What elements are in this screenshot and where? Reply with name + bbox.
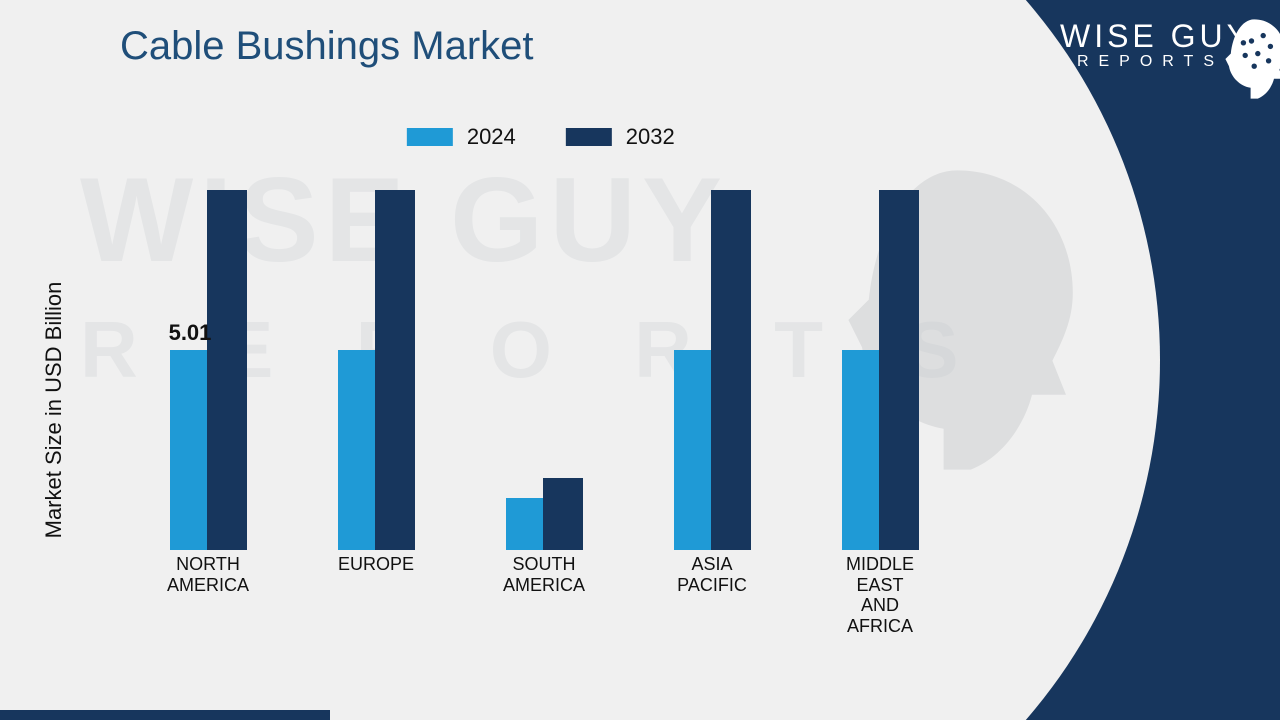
brand-line2: REPORTS (1077, 53, 1224, 70)
bar (375, 190, 415, 550)
x-axis-label: ASIA PACIFIC (642, 554, 782, 637)
y-axis-label: Market Size in USD Billion (41, 282, 67, 539)
bar (207, 190, 247, 550)
x-axis-label: NORTH AMERICA (138, 554, 278, 637)
bar-groups: 5.01 (124, 150, 964, 550)
bar-group (810, 150, 950, 550)
legend-label-2024: 2024 (467, 124, 516, 150)
x-axis-label: SOUTH AMERICA (474, 554, 614, 637)
chart-region: Market Size in USD Billion 2024 2032 5.0… (64, 140, 964, 680)
bar (338, 350, 378, 550)
bar (711, 190, 751, 550)
bar (842, 350, 882, 550)
bar-value-label: 5.01 (169, 320, 212, 346)
x-axis-labels: NORTH AMERICA EUROPE SOUTH AMERICA ASIA PAC… (124, 554, 964, 637)
bar (543, 478, 583, 550)
bar-group (474, 150, 614, 550)
legend-swatch-2032 (566, 128, 612, 146)
bar (674, 350, 714, 550)
bar (506, 498, 546, 550)
x-axis-label: MIDDLE EAST AND AFRICA (810, 554, 950, 637)
brand-logo-text: WISE GUY REPORTS (1060, 20, 1252, 70)
x-axis-label: EUROPE (306, 554, 446, 637)
chart-title: Cable Bushings Market (120, 24, 534, 69)
brand-line1: WISE GUY (1060, 18, 1252, 54)
panel-ellipse-cutout (970, 0, 1160, 720)
page-canvas: WISE GUY REPORTS WISE GUYR E P O R T S C… (0, 0, 1280, 720)
legend-item-2024: 2024 (407, 124, 516, 150)
legend-item-2032: 2032 (566, 124, 675, 150)
bar (879, 190, 919, 550)
legend: 2024 2032 (407, 124, 675, 150)
bar-group (642, 150, 782, 550)
legend-swatch-2024 (407, 128, 453, 146)
bottom-accent-bar (0, 710, 330, 720)
bar-group (306, 150, 446, 550)
plot-area: 5.01 (124, 150, 964, 550)
legend-label-2032: 2032 (626, 124, 675, 150)
bar-group: 5.01 (138, 150, 278, 550)
bar (170, 350, 210, 550)
right-brand-panel (970, 0, 1280, 720)
